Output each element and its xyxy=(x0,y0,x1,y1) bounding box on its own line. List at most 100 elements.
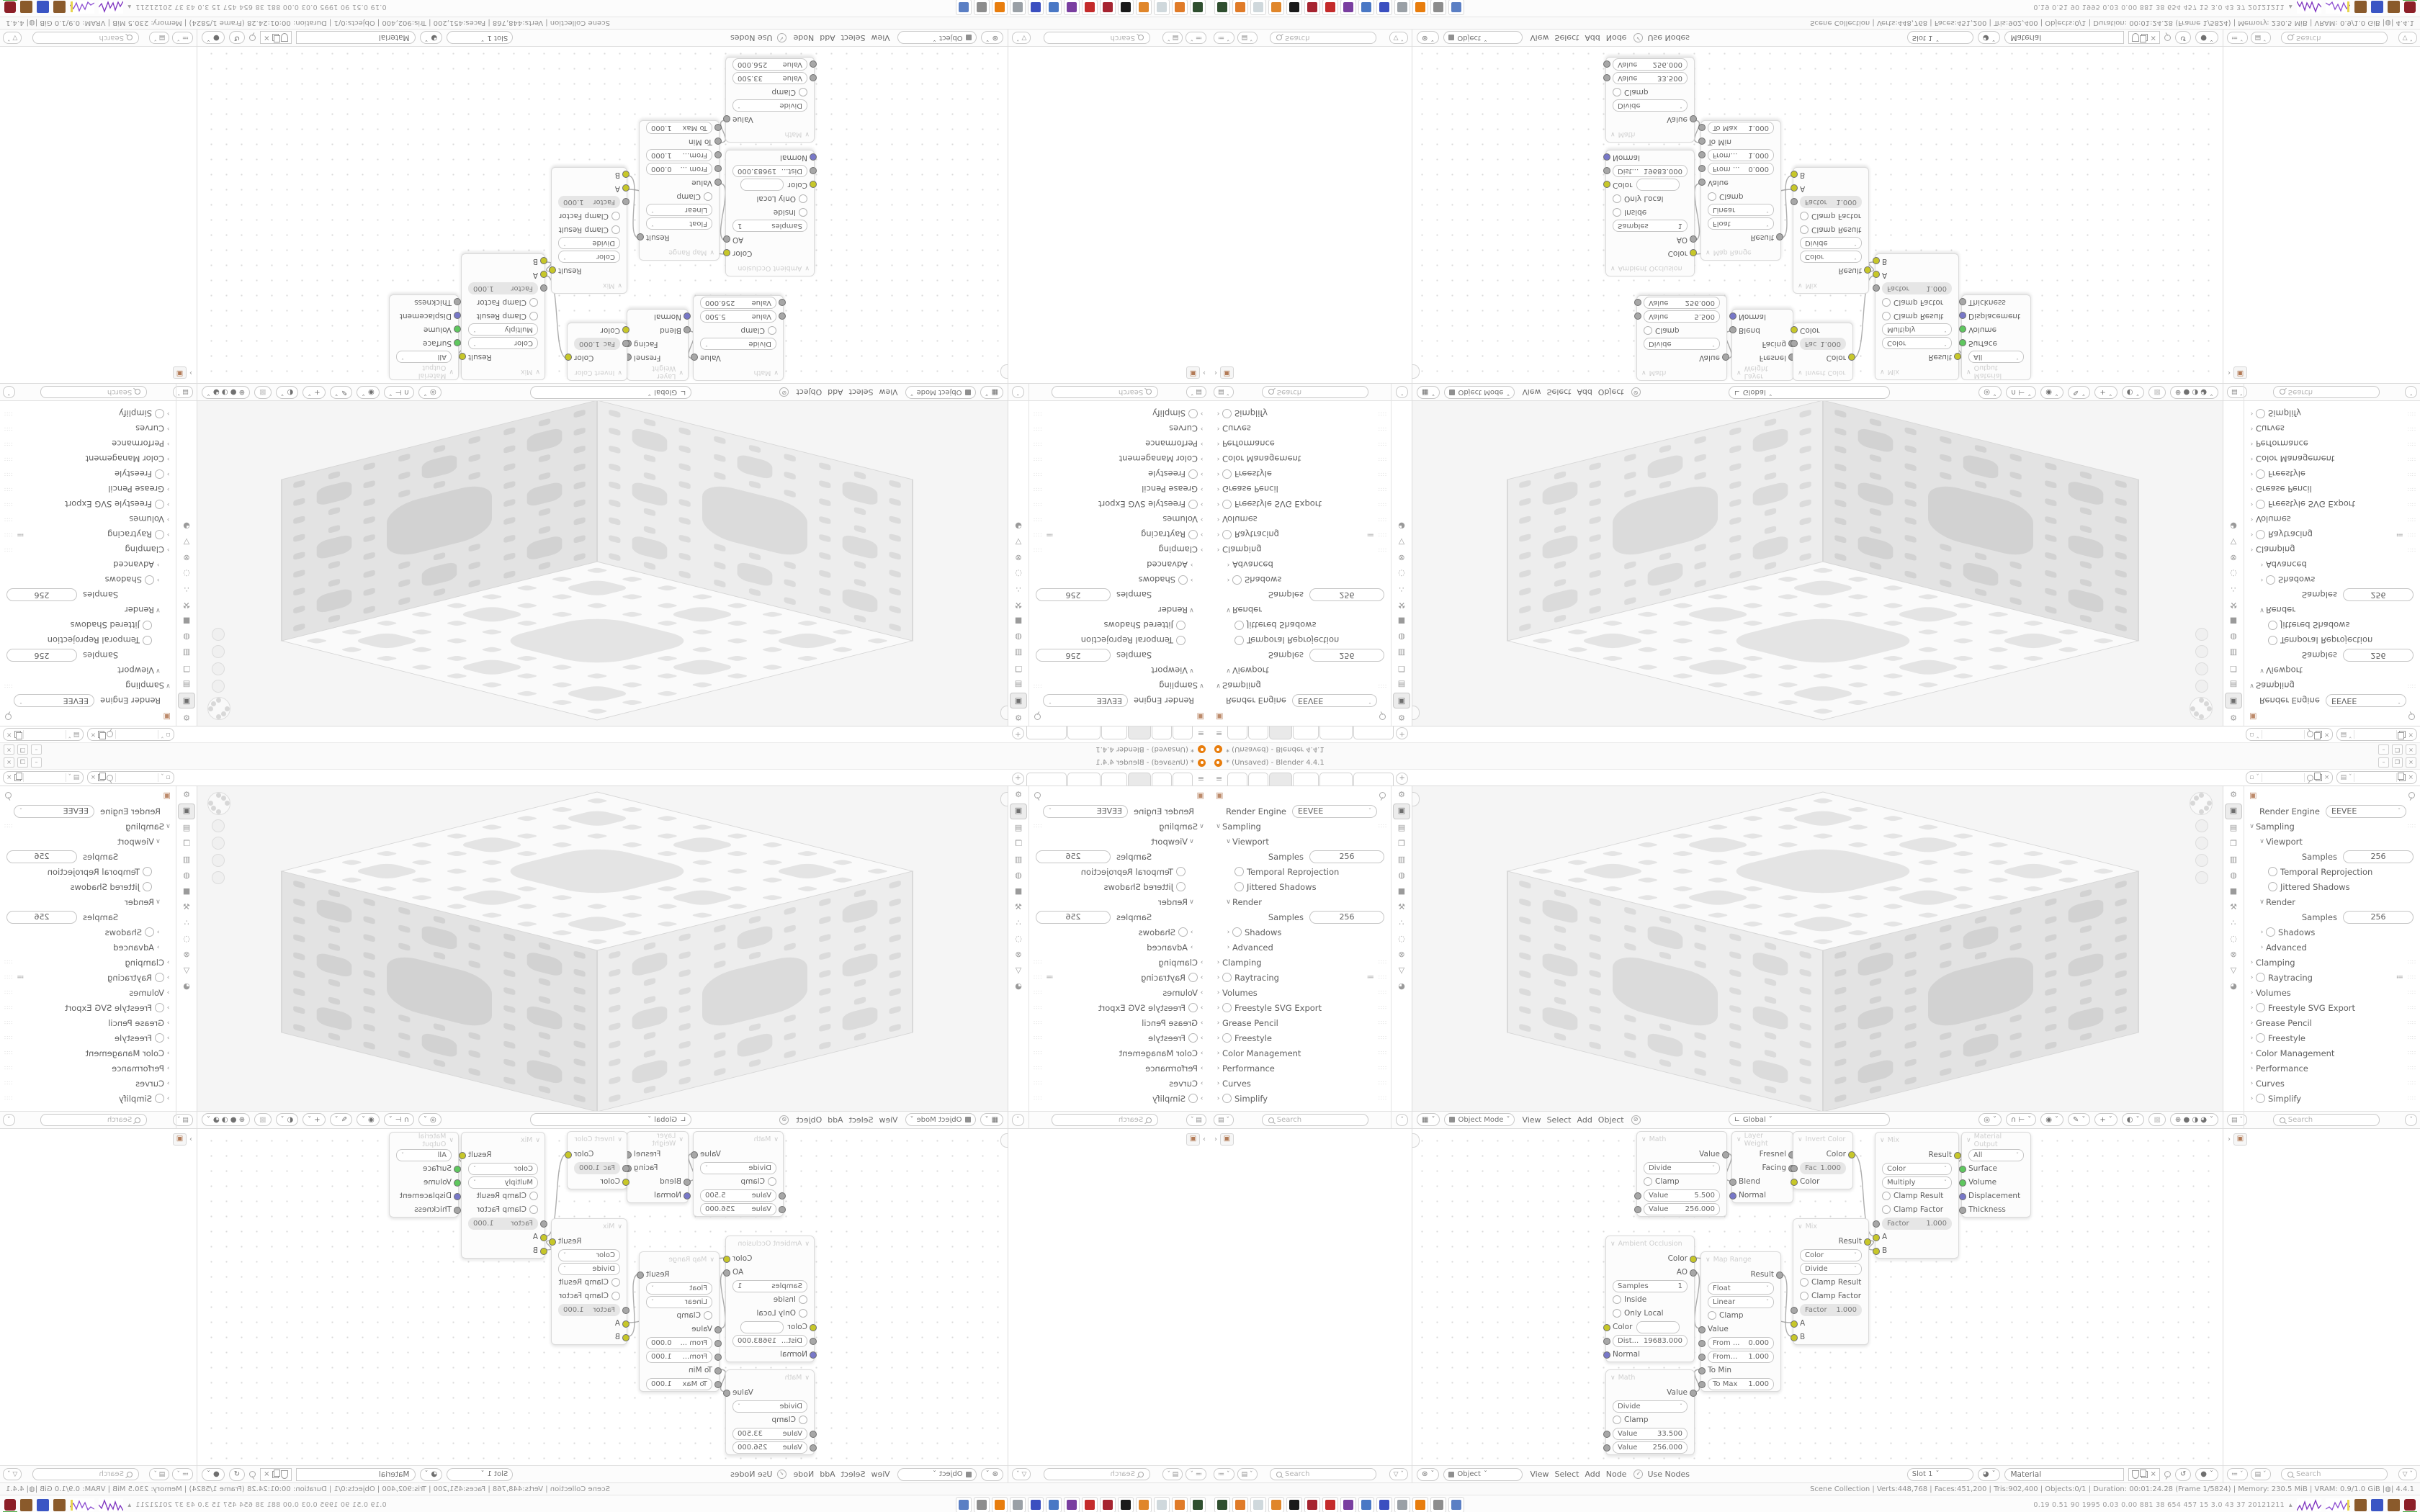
properties-tab-physics[interactable]: ◌ xyxy=(1015,569,1022,578)
app-menu-icon[interactable]: ≡ xyxy=(1216,774,1223,783)
input-socket[interactable] xyxy=(1634,312,1641,320)
node-dropdown[interactable]: Linear ˇ xyxy=(1708,1295,1774,1308)
scroll-app-icon[interactable] xyxy=(956,1497,972,1512)
input-socket[interactable] xyxy=(540,1220,547,1228)
properties-tab-data[interactable]: ▽ xyxy=(1398,537,1405,546)
prop-value-field[interactable]: 256 xyxy=(1036,649,1111,662)
collapse-options-button[interactable]: ˇ xyxy=(2405,1114,2417,1126)
properties-tab-particles[interactable]: ∴ xyxy=(184,585,189,594)
checkbox-icon[interactable] xyxy=(2266,575,2275,585)
value-field[interactable]: To Max 1.000 xyxy=(1708,1377,1774,1390)
collapsed-panel-header[interactable]: › ▣ xyxy=(1186,366,1206,379)
properties-tab-modifiers[interactable]: ⚒ xyxy=(2230,902,2237,912)
prop-row-advanced[interactable]: › Advanced xyxy=(1210,940,1392,955)
prop-row-clamping[interactable]: › Clamping ∷∷ xyxy=(0,955,176,970)
value-field[interactable]: Value 5.500 xyxy=(700,310,776,323)
pin-icon[interactable] xyxy=(249,35,256,41)
use-nodes-checkbox[interactable]: ✓ xyxy=(1634,33,1644,42)
gizmos-dropdown[interactable]: + ˇ xyxy=(2094,1113,2118,1127)
prop-row-sampling[interactable]: ∨ Sampling ∷∷ xyxy=(1028,819,1210,834)
new-material-icon[interactable] xyxy=(2140,1469,2148,1478)
pin-icon[interactable] xyxy=(1034,791,1041,798)
prop-row-shadows[interactable]: › Shadows xyxy=(2244,924,2420,940)
node-row-divide[interactable]: Divide ˇ xyxy=(552,1262,627,1276)
editor-type-button[interactable]: ▤ ˇ xyxy=(2250,1468,2271,1480)
checkbox-icon[interactable] xyxy=(1800,225,1809,234)
node-dropdown[interactable]: Divide ˇ xyxy=(1800,237,1862,250)
inkscape-icon[interactable] xyxy=(1286,1497,1302,1512)
checkbox-icon[interactable] xyxy=(611,211,620,220)
checkbox-icon[interactable] xyxy=(1800,211,1809,220)
output-socket[interactable] xyxy=(691,1151,698,1158)
node-row-color[interactable]: Color ˇ xyxy=(552,250,627,264)
prop-row-raytracing[interactable]: › Raytracing ≔ ∷∷ xyxy=(1028,527,1210,542)
checkbox-icon[interactable] xyxy=(155,469,164,479)
view-layer-field[interactable] xyxy=(22,773,66,782)
node-header[interactable]: ∨ Ambient Occlusion xyxy=(726,260,814,276)
node-dropdown[interactable]: Color ˇ xyxy=(1800,251,1862,264)
value-field[interactable]: Factor 1.000 xyxy=(1800,196,1862,209)
output-socket[interactable] xyxy=(723,1269,730,1277)
properties-tab-object[interactable]: ■ xyxy=(1014,616,1023,626)
render-engine-dropdown[interactable]: EEVEE ˇ xyxy=(1292,694,1377,708)
menu-add[interactable]: Add xyxy=(1585,1470,1600,1479)
pin-icon[interactable] xyxy=(1379,714,1386,721)
properties-tab-tool[interactable]: ⚙ xyxy=(2230,790,2237,799)
editor-type-button[interactable]: ▤ ˇ xyxy=(1162,32,1183,44)
color-field[interactable] xyxy=(740,179,784,192)
node-dropdown[interactable]: Divide ˇ xyxy=(732,99,807,112)
output-socket[interactable] xyxy=(459,1151,466,1159)
unlink-icon[interactable]: × xyxy=(90,774,97,781)
prop-row-freestyle[interactable]: › Freestyle ∷∷ xyxy=(1028,467,1210,482)
input-socket[interactable] xyxy=(1698,1353,1706,1361)
properties-tab-material[interactable]: ◕ xyxy=(1398,981,1405,991)
search-input[interactable]: Search xyxy=(2281,1468,2388,1480)
blender-app-icon[interactable] xyxy=(992,0,1008,15)
value-field[interactable]: Fac 1.000 xyxy=(574,1161,620,1174)
node-row-inside[interactable]: Inside xyxy=(726,205,814,219)
value-field[interactable]: Samples 1 xyxy=(732,1279,807,1292)
output-socket[interactable] xyxy=(723,1255,730,1263)
duplicate-icon[interactable] xyxy=(14,731,21,738)
camera-view-icon[interactable] xyxy=(212,645,225,658)
prop-row-color-management[interactable]: › Color Management ∷∷ xyxy=(2244,451,2420,467)
navigation-gizmo[interactable] xyxy=(207,697,230,720)
properties-tab-object[interactable]: ■ xyxy=(182,616,191,626)
viewport-canvas[interactable] xyxy=(197,786,1008,1112)
pin-icon[interactable] xyxy=(2408,714,2415,721)
node-ao[interactable]: ∨ Ambient Occlusion Color AO Samples 1 Inside O… xyxy=(723,1235,817,1362)
input-socket[interactable] xyxy=(540,1247,547,1255)
prop-row-performance[interactable]: › Performance ∷∷ xyxy=(0,1061,176,1076)
prop-row-performance[interactable]: › Performance ∷∷ xyxy=(1028,436,1210,451)
prop-value-field[interactable]: 256 xyxy=(1036,850,1111,863)
prop-row-render[interactable]: ∨ Render xyxy=(1028,894,1210,909)
node-maprange[interactable]: ∨ Map Range Result Float ˇ Linear ˇ Clamp Value F… xyxy=(637,120,722,261)
value-field[interactable]: From... 1.000 xyxy=(1708,149,1774,162)
input-socket[interactable] xyxy=(1729,326,1736,334)
node-row-clamp-result[interactable]: Clamp Result xyxy=(1793,1276,1868,1290)
prop-row-freestyle-svg-export[interactable]: › Freestyle SVG Export ∷∷ xyxy=(1210,1000,1392,1015)
menu-view[interactable]: View xyxy=(871,33,890,42)
checkbox-icon[interactable] xyxy=(1188,500,1198,509)
node-header[interactable]: ∨ Material Output xyxy=(1962,1133,2030,1148)
node-header[interactable]: ∨ Math xyxy=(694,364,783,380)
properties-tab-world[interactable]: ◍ xyxy=(1398,632,1405,642)
output-socket[interactable] xyxy=(691,354,698,361)
checkbox-icon[interactable] xyxy=(1222,469,1232,479)
node-output[interactable]: ∨ Material Output All ˇ Surface Volume Displac… xyxy=(389,1131,461,1218)
input-socket[interactable] xyxy=(1698,1326,1706,1333)
properties-tab-modifiers[interactable]: ⚒ xyxy=(2230,600,2237,610)
prop-row-volumes[interactable]: › Volumes ∷∷ xyxy=(1028,985,1210,1000)
workspace-tab-6[interactable] xyxy=(1353,773,1394,786)
checkbox-icon[interactable] xyxy=(1188,973,1198,982)
view-layer-selector[interactable]: ▤ ˇ × xyxy=(3,728,84,741)
tool-app-icon[interactable] xyxy=(1010,0,1026,15)
view-layer-field[interactable] xyxy=(22,730,66,739)
prop-row-performance[interactable]: › Performance ∷∷ xyxy=(2244,436,2420,451)
properties-tab-output[interactable]: ▤ xyxy=(182,680,191,689)
node-row-factor[interactable]: Factor 1.000 xyxy=(1873,282,1958,295)
properties-tab-constraints[interactable]: ⊗ xyxy=(2230,553,2237,562)
prop-row-performance[interactable]: › Performance ∷∷ xyxy=(2244,1061,2420,1076)
checkbox-icon[interactable] xyxy=(529,1205,538,1215)
input-socket[interactable] xyxy=(1634,1192,1641,1200)
